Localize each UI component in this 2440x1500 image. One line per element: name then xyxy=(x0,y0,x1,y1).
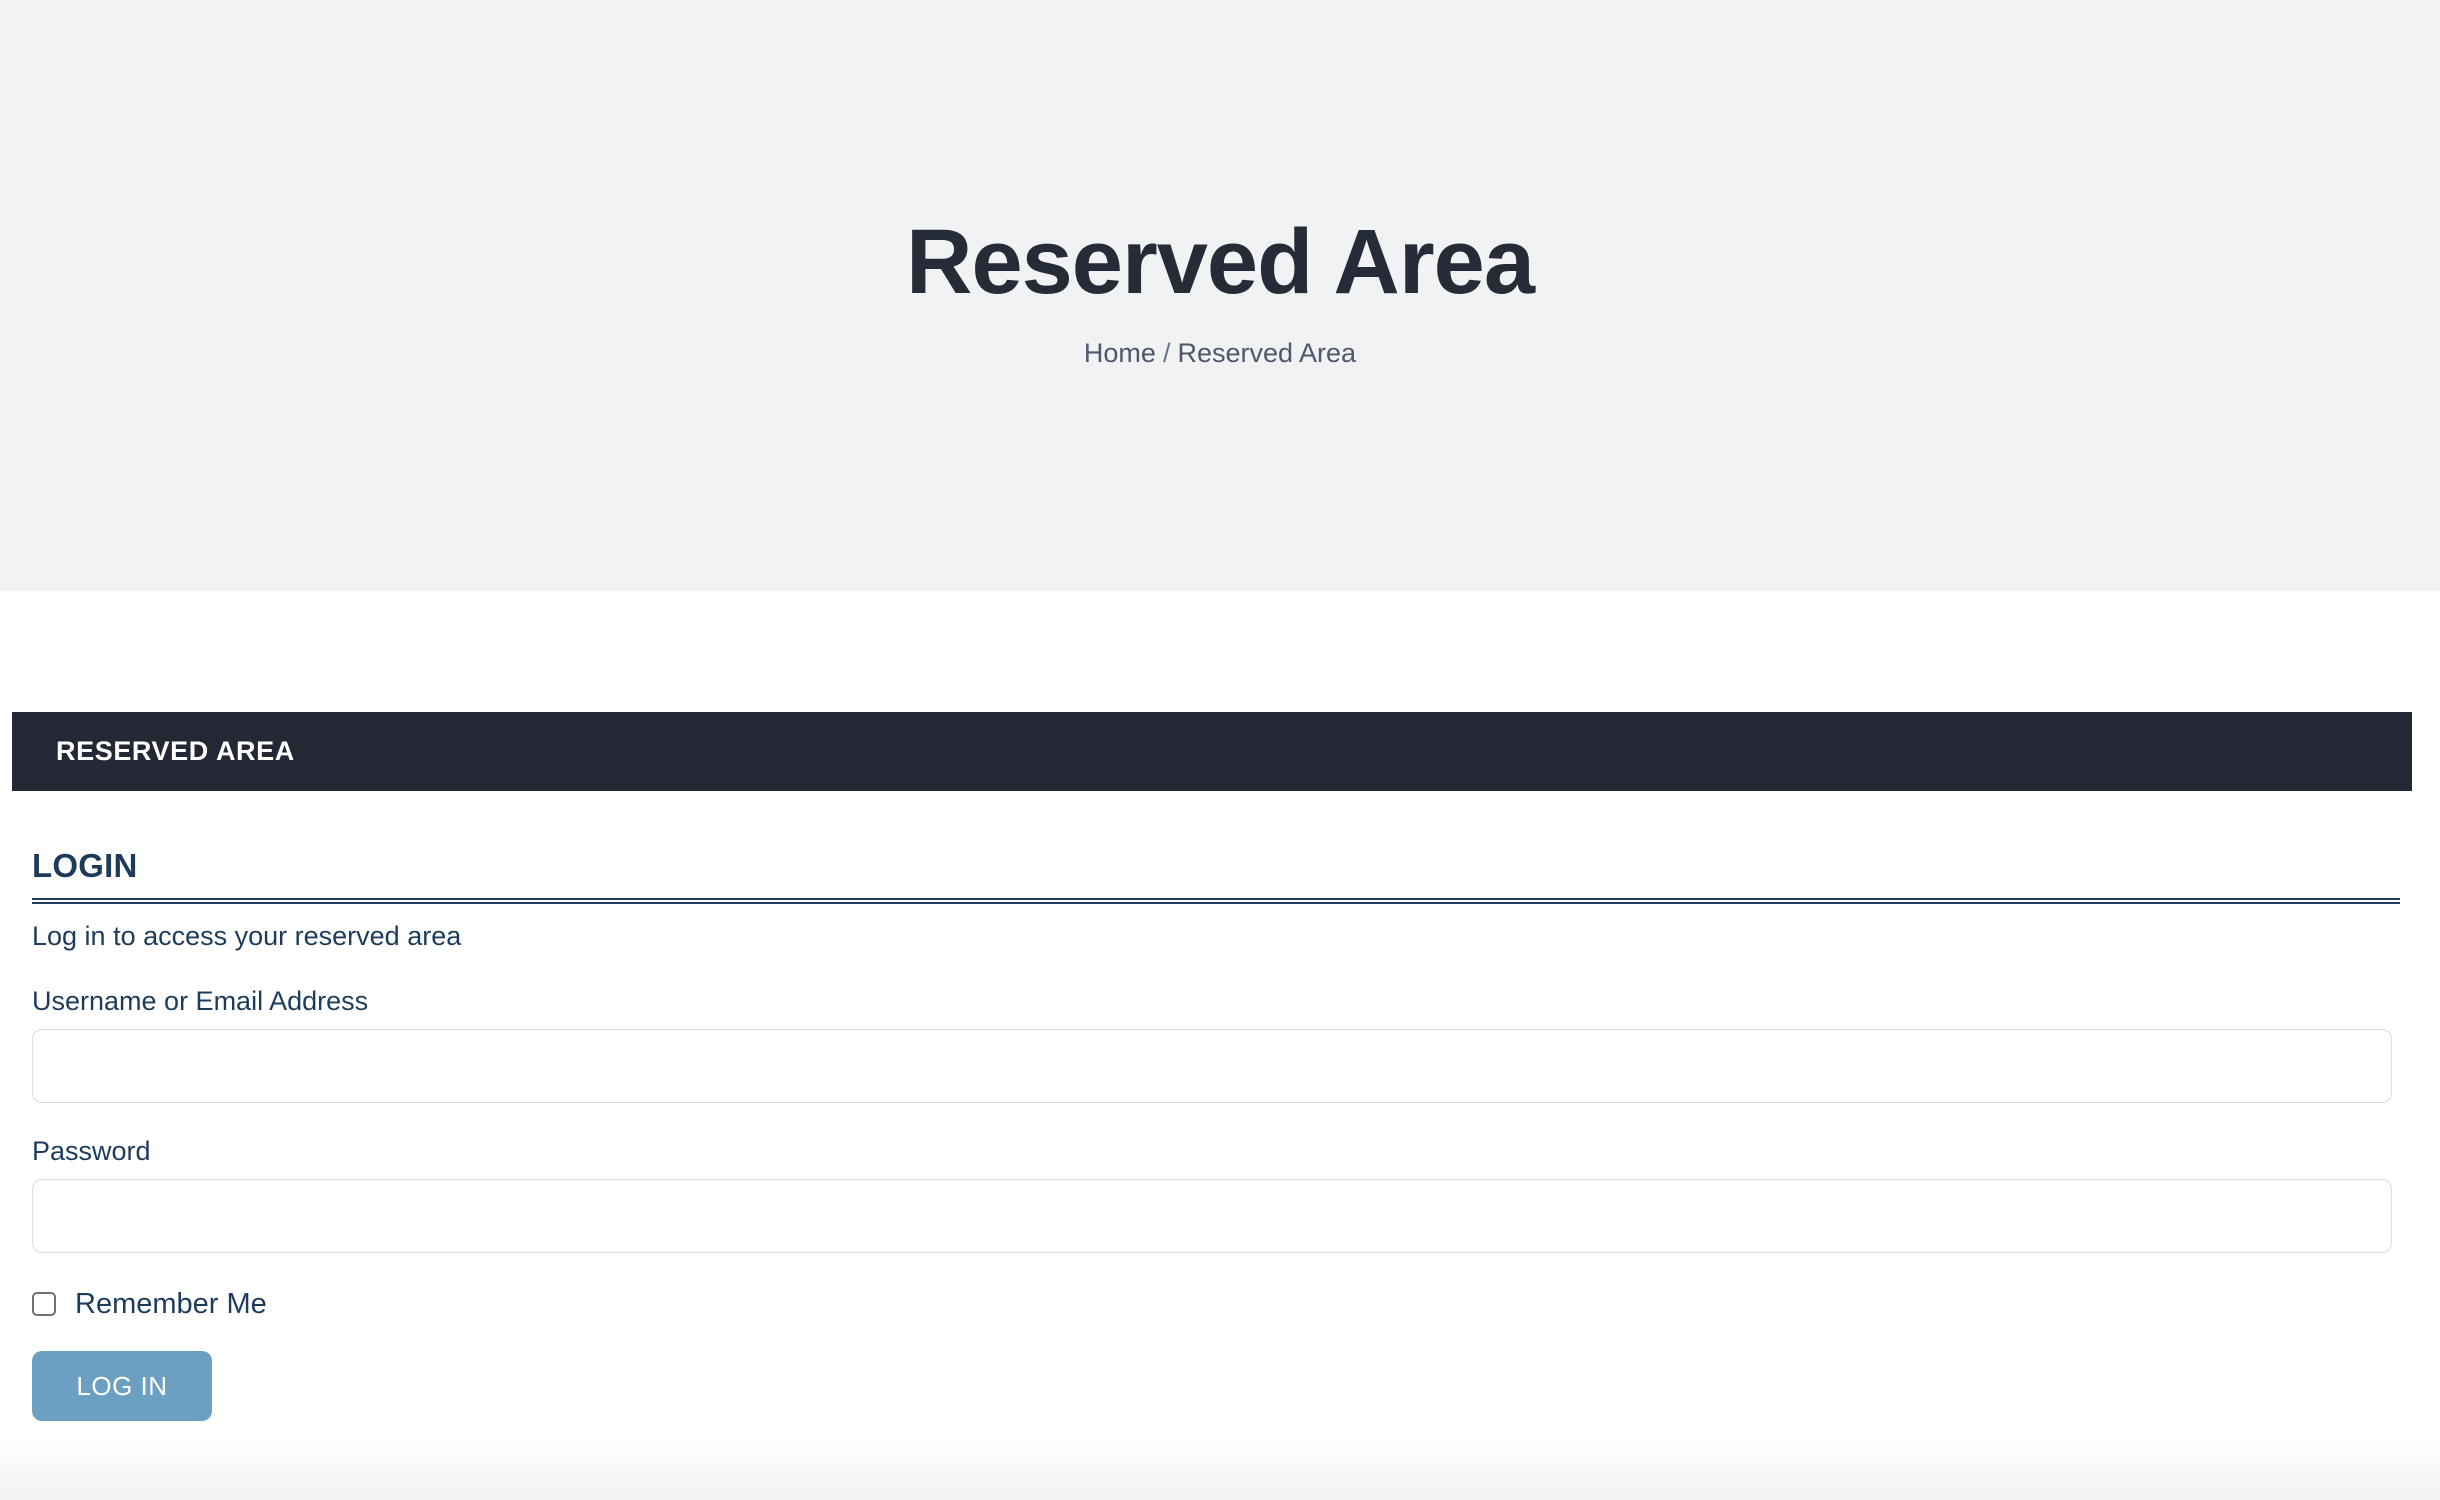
section-header-bar: RESERVED AREA xyxy=(12,712,2412,791)
hero-banner: Reserved Area Home / Reserved Area xyxy=(0,0,2440,591)
page-bottom-fade xyxy=(0,1442,2440,1500)
breadcrumb-separator: / xyxy=(1162,338,1171,368)
password-field-group: Password xyxy=(32,1134,2400,1253)
remember-me-checkbox[interactable] xyxy=(32,1292,56,1316)
login-form: LOGIN Log in to access your reserved are… xyxy=(32,847,2400,1421)
login-submit-button[interactable]: LOG IN xyxy=(32,1351,212,1421)
section-header-title: RESERVED AREA xyxy=(56,736,295,766)
username-field-group: Username or Email Address xyxy=(32,984,2400,1103)
username-label: Username or Email Address xyxy=(32,986,369,1016)
password-input[interactable] xyxy=(32,1179,2392,1253)
remember-me-row: Remember Me xyxy=(32,1286,2400,1322)
password-label: Password xyxy=(32,1136,151,1166)
remember-me-label[interactable]: Remember Me xyxy=(75,1288,267,1320)
username-input[interactable] xyxy=(32,1029,2392,1103)
page-title: Reserved Area xyxy=(906,211,1535,313)
login-heading: LOGIN xyxy=(32,847,138,884)
breadcrumb-current: Reserved Area xyxy=(1177,338,1357,368)
breadcrumb-home-link[interactable]: Home xyxy=(1083,338,1156,368)
breadcrumb: Home / Reserved Area xyxy=(0,336,2440,370)
login-heading-divider xyxy=(32,898,2400,904)
main-content: RESERVED AREA LOGIN Log in to access you… xyxy=(0,591,2440,1500)
login-subtitle: Log in to access your reserved area xyxy=(32,921,462,951)
